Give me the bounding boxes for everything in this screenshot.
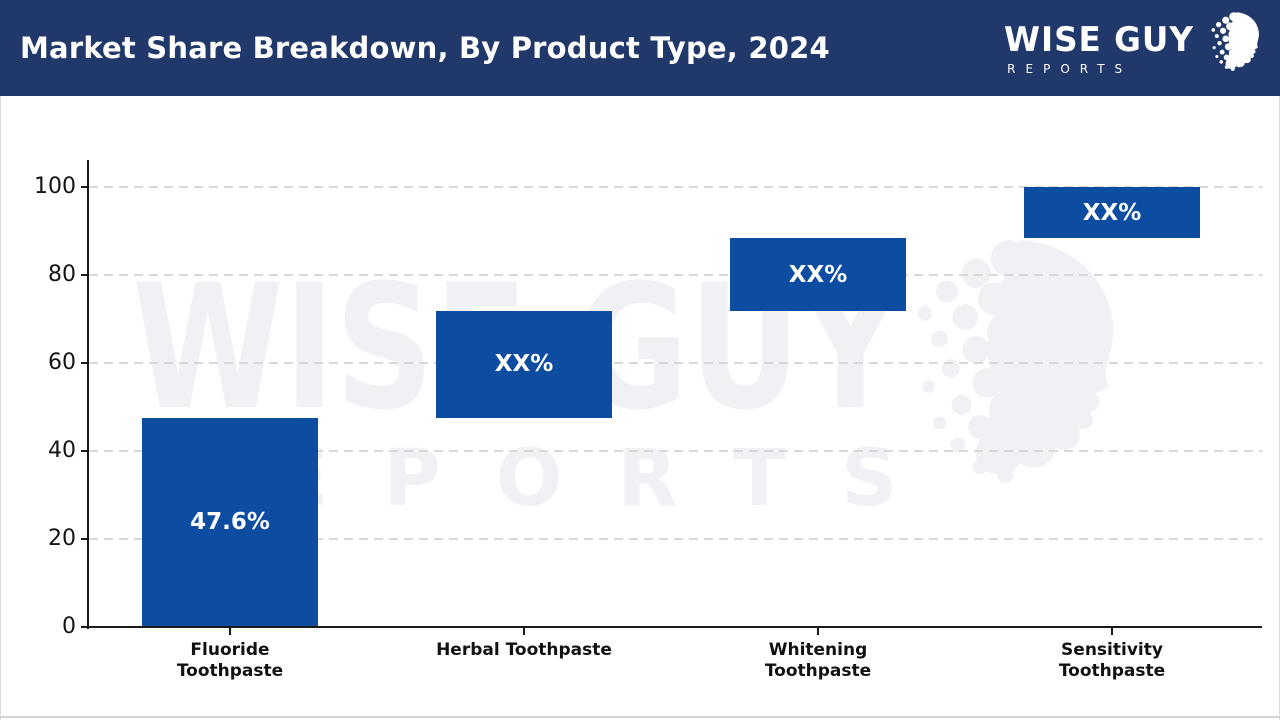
gridline-100 [89, 186, 1262, 188]
bar-value-label: XX% [1082, 199, 1142, 226]
brand-logo: WISE GUY REPORTS [1004, 6, 1270, 92]
category-label: Fluoride Toothpaste [115, 640, 345, 682]
y-tick-label: 60 [48, 350, 76, 375]
gridline-80 [89, 274, 1262, 276]
y-tick-label: 80 [48, 262, 76, 287]
category-label: Whitening Toothpaste [703, 640, 933, 682]
brand-head-icon [1211, 12, 1259, 71]
brand-subtitle: REPORTS [1007, 61, 1133, 76]
gridline-40 [89, 450, 1262, 452]
page-border-bottom [0, 716, 1280, 718]
bar-2 [436, 311, 612, 418]
y-axis [87, 160, 89, 629]
category-label: Sensitivity Toothpaste [997, 640, 1227, 682]
header-bar: Market Share Breakdown, By Product Type,… [0, 0, 1280, 96]
category-label-line: Toothpaste [1058, 661, 1166, 681]
y-tick-label: 100 [34, 174, 76, 199]
bar-value-label: XX% [494, 351, 554, 378]
gridline-60 [89, 362, 1262, 364]
y-tick-mark [81, 538, 88, 540]
category-label-line: Fluoride [190, 640, 270, 660]
y-tick-label: 0 [62, 614, 76, 639]
bar-value-label: 47.6% [190, 509, 270, 536]
y-tick-mark [81, 362, 88, 364]
bar-4 [1024, 187, 1200, 239]
bar-3 [730, 238, 906, 312]
page-border-left [0, 96, 1, 720]
y-tick-mark [81, 186, 88, 188]
bar-value-label: XX% [788, 261, 848, 288]
x-tick-mark [817, 628, 819, 635]
x-tick-mark [1111, 628, 1113, 635]
category-label-line: Toothpaste [764, 661, 872, 681]
x-axis [86, 626, 1262, 628]
category-label-line: Whitening [768, 640, 868, 660]
category-label-line: Sensitivity [1061, 640, 1163, 660]
gridline-20 [89, 538, 1262, 540]
y-tick-label: 40 [48, 438, 76, 463]
category-label-line: Herbal Toothpaste [436, 640, 612, 660]
watermark-head-icon [917, 240, 1114, 483]
brand-wordmark: WISE GUY [1004, 19, 1195, 60]
y-tick-mark [81, 450, 88, 452]
bar-1 [142, 417, 318, 627]
category-label: Herbal Toothpaste [409, 640, 639, 661]
chart-title: Market Share Breakdown, By Product Type,… [20, 31, 830, 65]
y-tick-label: 20 [48, 526, 76, 551]
brand-logo-text: WISE GUY REPORTS [1004, 23, 1202, 76]
y-tick-mark [81, 626, 88, 628]
category-label-line: Toothpaste [176, 661, 284, 681]
x-tick-mark [523, 628, 525, 635]
y-tick-mark [81, 274, 88, 276]
x-tick-mark [229, 628, 231, 635]
